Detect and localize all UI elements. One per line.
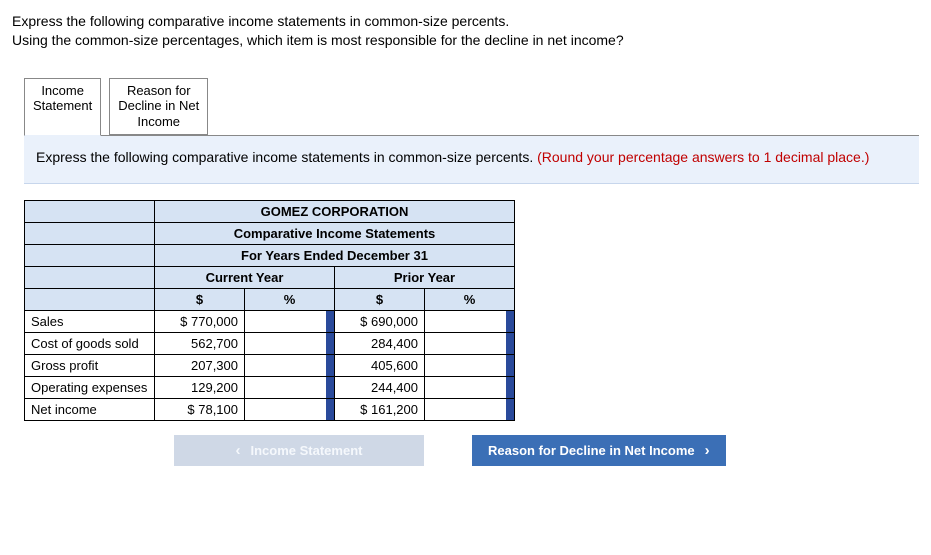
prior-percent-header: % xyxy=(425,289,515,311)
current-percent-input[interactable] xyxy=(245,377,335,399)
table-row: Sales $ 770,000 $ 690,000 xyxy=(25,311,515,333)
prior-amount: $ 161,200 xyxy=(335,399,425,421)
current-amount: 207,300 xyxy=(155,355,245,377)
current-dollar-header: $ xyxy=(155,289,245,311)
current-amount: $ 770,000 xyxy=(155,311,245,333)
row-label: Operating expenses xyxy=(25,377,155,399)
period-label: For Years Ended December 31 xyxy=(155,245,515,267)
row-label: Sales xyxy=(25,311,155,333)
statement-title: Comparative Income Statements xyxy=(155,223,515,245)
prev-tab-label: Income Statement xyxy=(251,443,363,458)
current-amount: 562,700 xyxy=(155,333,245,355)
table-row: Cost of goods sold 562,700 284,400 xyxy=(25,333,515,355)
row-label: Net income xyxy=(25,399,155,421)
prior-amount: $ 690,000 xyxy=(335,311,425,333)
prior-amount: 405,600 xyxy=(335,355,425,377)
current-percent-input[interactable] xyxy=(245,333,335,355)
table-row: Gross profit 207,300 405,600 xyxy=(25,355,515,377)
prior-year-header: Prior Year xyxy=(335,267,515,289)
row-label: Gross profit xyxy=(25,355,155,377)
table-row: Operating expenses 129,200 244,400 xyxy=(25,377,515,399)
prior-percent-input[interactable] xyxy=(425,333,515,355)
tab-panel-income-statement: Express the following comparative income… xyxy=(24,135,919,185)
instruction-text: Express the following comparative income… xyxy=(36,149,537,165)
current-amount: $ 78,100 xyxy=(155,399,245,421)
instruction-rounding-note: (Round your percentage answers to 1 deci… xyxy=(537,149,869,165)
current-percent-input[interactable] xyxy=(245,311,335,333)
tab-bar: Income Statement Reason for Decline in N… xyxy=(24,78,919,135)
current-percent-header: % xyxy=(245,289,335,311)
table-row: Net income $ 78,100 $ 161,200 xyxy=(25,399,515,421)
company-name: GOMEZ CORPORATION xyxy=(155,201,515,223)
tab-reason-for-decline[interactable]: Reason for Decline in Net Income xyxy=(109,78,208,135)
question-prompt: Express the following comparative income… xyxy=(12,12,919,50)
current-amount: 129,200 xyxy=(155,377,245,399)
prior-amount: 284,400 xyxy=(335,333,425,355)
current-percent-input[interactable] xyxy=(245,355,335,377)
current-year-header: Current Year xyxy=(155,267,335,289)
next-tab-button[interactable]: Reason for Decline in Net Income › xyxy=(472,435,726,466)
prior-dollar-header: $ xyxy=(335,289,425,311)
panel-instruction: Express the following comparative income… xyxy=(36,148,907,168)
tab-income-statement[interactable]: Income Statement xyxy=(24,78,101,136)
prior-percent-input[interactable] xyxy=(425,377,515,399)
prior-percent-input[interactable] xyxy=(425,399,515,421)
prior-percent-input[interactable] xyxy=(425,311,515,333)
current-percent-input[interactable] xyxy=(245,399,335,421)
row-label: Cost of goods sold xyxy=(25,333,155,355)
comparative-income-table: GOMEZ CORPORATION Comparative Income Sta… xyxy=(24,200,515,421)
chevron-right-icon: › xyxy=(705,443,710,458)
prompt-line-1: Express the following comparative income… xyxy=(12,13,509,29)
prior-percent-input[interactable] xyxy=(425,355,515,377)
prior-amount: 244,400 xyxy=(335,377,425,399)
cell-blank xyxy=(25,201,155,223)
tab-nav-footer: ‹ Income Statement Reason for Decline in… xyxy=(24,435,919,466)
prompt-line-2: Using the common-size percentages, which… xyxy=(12,32,624,48)
chevron-left-icon: ‹ xyxy=(236,443,241,458)
prev-tab-button: ‹ Income Statement xyxy=(174,435,424,466)
next-tab-label: Reason for Decline in Net Income xyxy=(488,443,695,458)
